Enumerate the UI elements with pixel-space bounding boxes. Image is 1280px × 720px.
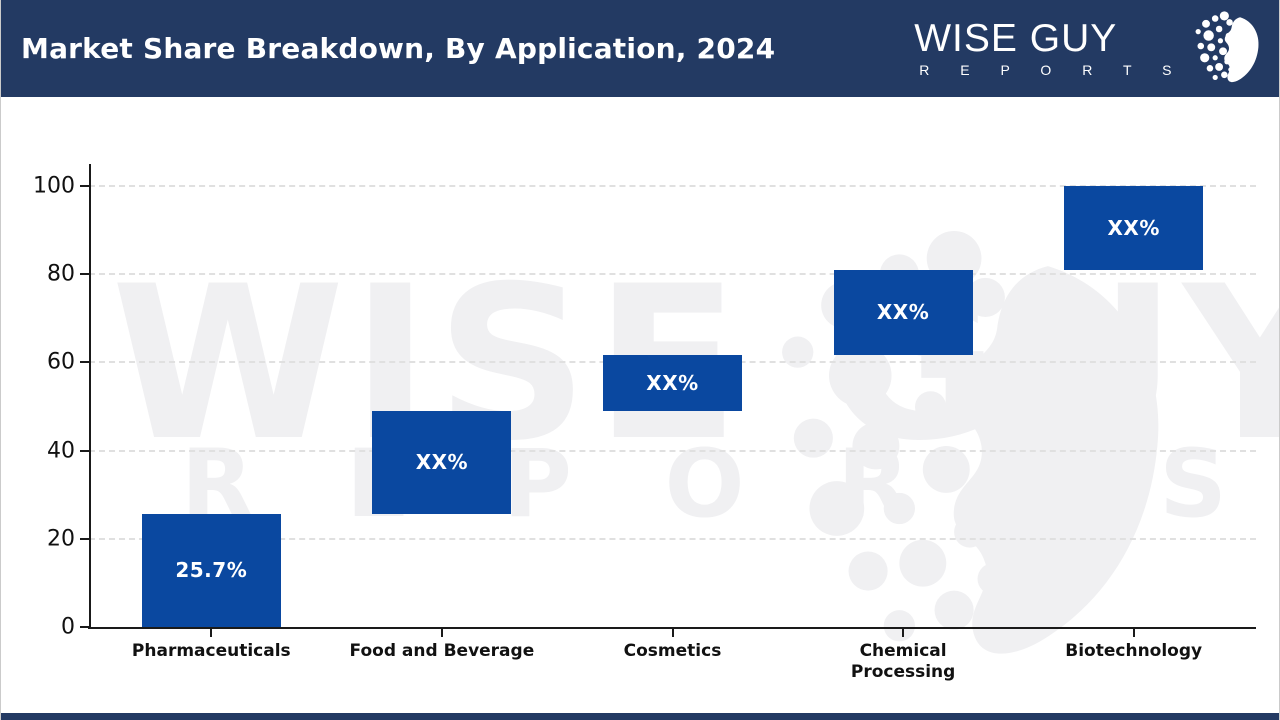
y-tick-mark <box>80 273 89 276</box>
x-axis-line <box>88 627 1256 629</box>
wiseguy-logo: WISE GUY R E P O R T S <box>914 9 1261 89</box>
bar-value-label: XX% <box>415 450 469 475</box>
y-tick-label: 60 <box>47 349 75 375</box>
bar: XX% <box>372 410 512 514</box>
header-bar: Market Share Breakdown, By Application, … <box>1 0 1279 97</box>
logo-subtext: R E P O R T S <box>919 62 1185 78</box>
y-tick-mark <box>80 361 89 364</box>
x-tick-mark <box>1132 629 1135 637</box>
y-tick-mark <box>80 537 89 540</box>
x-tick-mark <box>902 629 905 637</box>
x-tick-mark <box>671 629 674 637</box>
y-tick-label: 0 <box>61 614 75 640</box>
bar-value-label: XX% <box>1107 215 1160 240</box>
y-tick-mark <box>80 185 89 187</box>
x-axis-label: Food and Beverage <box>349 641 535 661</box>
gridline <box>89 273 1256 276</box>
bar-value-label: XX% <box>876 300 930 325</box>
bar-value-label: XX% <box>646 370 699 395</box>
y-tick-mark <box>80 449 89 452</box>
y-tick-label: 20 <box>47 526 75 552</box>
x-axis-label: Cosmetics <box>623 641 722 661</box>
page-title: Market Share Breakdown, By Application, … <box>21 32 776 65</box>
y-tick-label: 100 <box>33 173 75 199</box>
x-axis-label: Chemical Processing <box>850 641 956 683</box>
logo-wordmark: WISE GUY <box>914 17 1118 60</box>
x-tick-mark <box>440 629 443 637</box>
bar: XX% <box>1064 186 1204 270</box>
bar: XX% <box>833 269 973 355</box>
gridline <box>89 185 1256 187</box>
x-axis-label: Biotechnology <box>1065 641 1203 661</box>
footer-bar <box>1 713 1279 720</box>
bar-value-label: 25.7% <box>175 558 248 583</box>
y-tick-mark <box>80 626 89 628</box>
y-axis-line <box>89 164 91 629</box>
wiseguy-head-icon <box>1189 9 1261 89</box>
bar: 25.7% <box>141 513 281 627</box>
wiseguy-logo-text: WISE GUY R E P O R T S <box>914 19 1185 78</box>
x-axis-label: Pharmaceuticals <box>131 641 291 661</box>
x-tick-mark <box>210 629 213 637</box>
gridline <box>89 537 1256 540</box>
y-tick-label: 40 <box>47 438 75 464</box>
gridline <box>89 449 1256 452</box>
y-tick-label: 80 <box>47 261 75 287</box>
bar: XX% <box>603 354 742 411</box>
